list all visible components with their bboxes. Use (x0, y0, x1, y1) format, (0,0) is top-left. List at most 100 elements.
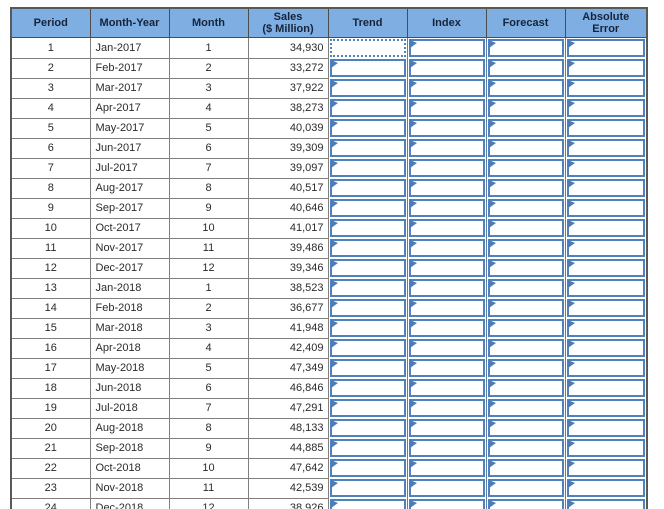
forecast-input[interactable] (487, 339, 564, 357)
absolute-error-input[interactable] (566, 179, 645, 197)
index-input[interactable] (408, 239, 485, 257)
absolute-error-input-cell (564, 358, 648, 378)
absolute-error-input[interactable] (566, 59, 645, 77)
trend-input[interactable] (329, 219, 406, 237)
absolute-error-input[interactable] (566, 439, 645, 457)
absolute-error-input[interactable] (566, 339, 645, 357)
forecast-input[interactable] (487, 479, 564, 497)
forecast-input[interactable] (487, 119, 564, 137)
absolute-error-input[interactable] (566, 239, 645, 257)
forecast-input[interactable] (487, 439, 564, 457)
forecast-input[interactable] (487, 139, 564, 157)
trend-input[interactable] (329, 119, 406, 137)
absolute-error-input[interactable] (566, 219, 645, 237)
forecast-input[interactable] (487, 359, 564, 377)
index-input[interactable] (408, 119, 485, 137)
absolute-error-input[interactable] (566, 259, 645, 277)
index-input[interactable] (408, 39, 485, 57)
index-input[interactable] (408, 399, 485, 417)
forecast-input[interactable] (487, 99, 564, 117)
absolute-error-input[interactable] (566, 379, 645, 397)
forecast-input[interactable] (487, 499, 564, 509)
index-input[interactable] (408, 319, 485, 337)
trend-input[interactable] (329, 79, 406, 97)
absolute-error-input[interactable] (566, 399, 645, 417)
index-input[interactable] (408, 259, 485, 277)
index-input[interactable] (408, 459, 485, 477)
trend-input[interactable] (329, 359, 406, 377)
forecast-input[interactable] (487, 159, 564, 177)
trend-input[interactable] (329, 479, 406, 497)
trend-input[interactable] (329, 199, 406, 217)
index-input[interactable] (408, 439, 485, 457)
index-input[interactable] (408, 159, 485, 177)
index-input[interactable] (408, 479, 485, 497)
absolute-error-input[interactable] (566, 99, 645, 117)
trend-input[interactable] (329, 159, 406, 177)
forecast-input[interactable] (487, 79, 564, 97)
forecast-input[interactable] (487, 179, 564, 197)
trend-input[interactable] (329, 59, 406, 77)
trend-input[interactable] (329, 39, 406, 57)
absolute-error-input[interactable] (566, 199, 645, 217)
absolute-error-input[interactable] (566, 359, 645, 377)
index-input[interactable] (408, 59, 485, 77)
input-corner-triangle-icon (409, 460, 417, 468)
forecast-input[interactable] (487, 59, 564, 77)
trend-input[interactable] (329, 419, 406, 437)
forecast-input[interactable] (487, 379, 564, 397)
absolute-error-input[interactable] (566, 79, 645, 97)
trend-input[interactable] (329, 99, 406, 117)
absolute-error-input[interactable] (566, 139, 645, 157)
index-input[interactable] (408, 219, 485, 237)
index-input[interactable] (408, 79, 485, 97)
forecast-input[interactable] (487, 279, 564, 297)
index-input[interactable] (408, 359, 485, 377)
absolute-error-input[interactable] (566, 159, 645, 177)
forecast-input[interactable] (487, 219, 564, 237)
trend-input[interactable] (329, 319, 406, 337)
index-input[interactable] (408, 99, 485, 117)
absolute-error-input[interactable] (566, 39, 645, 57)
trend-input[interactable] (329, 299, 406, 317)
input-corner-triangle-icon (567, 360, 575, 368)
index-input[interactable] (408, 339, 485, 357)
trend-input[interactable] (329, 379, 406, 397)
absolute-error-input[interactable] (566, 459, 645, 477)
index-input[interactable] (408, 419, 485, 437)
trend-input[interactable] (329, 239, 406, 257)
forecast-input[interactable] (487, 399, 564, 417)
forecast-input[interactable] (487, 239, 564, 257)
trend-input[interactable] (329, 399, 406, 417)
trend-input[interactable] (329, 179, 406, 197)
trend-input[interactable] (329, 279, 406, 297)
forecast-input[interactable] (487, 299, 564, 317)
trend-input[interactable] (329, 339, 406, 357)
index-input[interactable] (408, 279, 485, 297)
absolute-error-input[interactable] (566, 279, 645, 297)
month-cell: 11 (168, 237, 249, 259)
absolute-error-input[interactable] (566, 499, 645, 509)
index-input[interactable] (408, 499, 485, 509)
absolute-error-input[interactable] (566, 479, 645, 497)
index-input[interactable] (408, 379, 485, 397)
trend-input[interactable] (329, 459, 406, 477)
trend-input[interactable] (329, 499, 406, 509)
absolute-error-input[interactable] (566, 119, 645, 137)
forecast-input[interactable] (487, 459, 564, 477)
trend-input[interactable] (329, 259, 406, 277)
index-input[interactable] (408, 299, 485, 317)
absolute-error-input[interactable] (566, 419, 645, 437)
forecast-input[interactable] (487, 319, 564, 337)
absolute-error-input[interactable] (566, 299, 645, 317)
index-input[interactable] (408, 179, 485, 197)
trend-input[interactable] (329, 439, 406, 457)
forecast-input[interactable] (487, 39, 564, 57)
index-input[interactable] (408, 139, 485, 157)
index-input[interactable] (408, 199, 485, 217)
forecast-input[interactable] (487, 419, 564, 437)
forecast-input[interactable] (487, 199, 564, 217)
trend-input[interactable] (329, 139, 406, 157)
absolute-error-input[interactable] (566, 319, 645, 337)
forecast-input[interactable] (487, 259, 564, 277)
